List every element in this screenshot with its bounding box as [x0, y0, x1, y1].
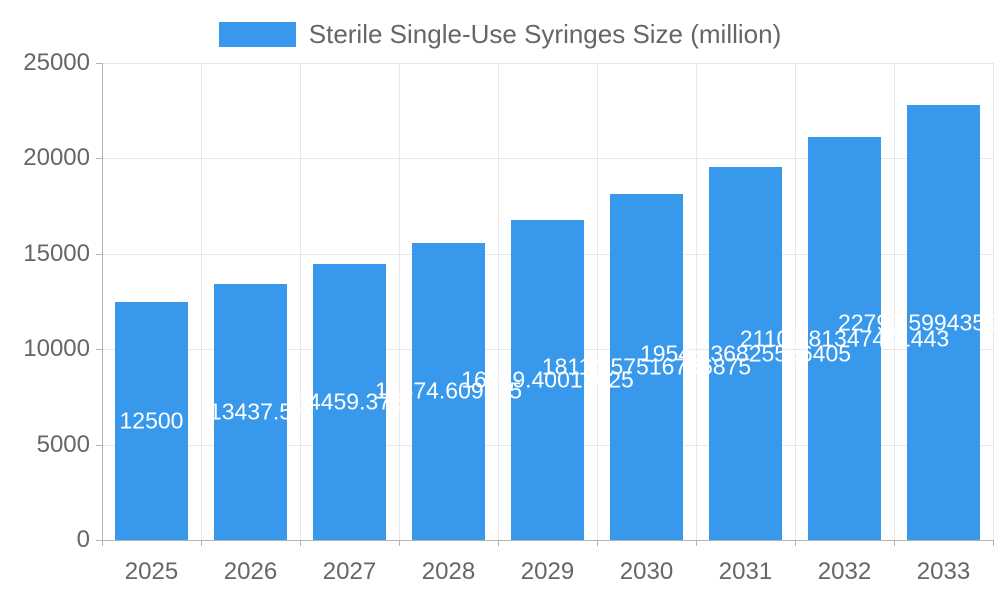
- legend-label: Sterile Single-Use Syringes Size (millio…: [308, 19, 782, 49]
- horizontal-gridline: [102, 158, 993, 160]
- bar-value-label-2029: 16779.40015625: [461, 366, 634, 393]
- x-tick-label-2025: 2025: [124, 558, 179, 585]
- y-tick-label: 0: [76, 526, 90, 553]
- y-tick-label: 5000: [36, 430, 90, 458]
- x-tick-label-2029: 2029: [520, 558, 575, 585]
- bar-value-label-2030: 18114.57516756875: [541, 353, 752, 380]
- y-axis-tick: [96, 444, 102, 446]
- x-tick-label-2030: 2030: [619, 558, 674, 585]
- y-tick-label: 10000: [23, 335, 90, 363]
- bar-2026[interactable]: [214, 283, 287, 540]
- bar-2033[interactable]: [907, 105, 980, 540]
- x-axis-tick: [597, 540, 598, 546]
- bar-2027[interactable]: [313, 264, 386, 540]
- bar-value-label-2026: 13437.5: [208, 398, 293, 425]
- vertical-gridline: [696, 63, 697, 540]
- y-axis-tick: [96, 253, 102, 255]
- x-tick-label-2033: 2033: [916, 558, 971, 585]
- bar-value-label-2025: 12500: [119, 407, 184, 434]
- x-tick-label-2032: 2032: [817, 558, 872, 585]
- x-axis-tick: [894, 540, 895, 546]
- bar-2032[interactable]: [808, 137, 881, 540]
- bar-value-label-2028: 15574.609375: [374, 377, 523, 404]
- bar-2029[interactable]: [511, 219, 584, 540]
- y-axis-tick: [96, 158, 102, 160]
- x-axis-tick: [498, 540, 499, 546]
- x-tick-label-2027: 2027: [322, 558, 377, 585]
- horizontal-gridline: [102, 63, 993, 64]
- y-axis-line: [102, 63, 103, 540]
- vertical-gridline: [300, 63, 301, 540]
- vertical-gridline: [399, 63, 400, 540]
- x-axis-tick: [300, 540, 301, 546]
- bar-value-label-2031: 19545.36825556405: [639, 340, 852, 367]
- y-tick-label: 25000: [23, 49, 90, 76]
- x-axis-tick: [201, 540, 202, 546]
- vertical-gridline: [894, 63, 895, 540]
- y-tick-label: 15000: [23, 239, 90, 267]
- x-axis-tick: [696, 540, 697, 546]
- bar-value-label-2033: 22792.59943595029: [837, 309, 1000, 336]
- vertical-gridline: [597, 63, 598, 540]
- x-tick-label-2028: 2028: [421, 558, 476, 585]
- x-axis-line: [96, 540, 993, 541]
- bar-value-label-2027: 14459.375: [295, 388, 404, 415]
- vertical-gridline: [795, 63, 796, 540]
- vertical-gridline: [993, 63, 994, 540]
- bar-2031[interactable]: [709, 167, 782, 540]
- x-axis-tick: [795, 540, 796, 546]
- vertical-gridline: [498, 63, 499, 540]
- x-tick-label-2026: 2026: [223, 558, 278, 585]
- y-axis-tick: [96, 63, 102, 64]
- legend-item[interactable]: Sterile Single-Use Syringes Size (millio…: [218, 18, 782, 50]
- legend: Sterile Single-Use Syringes Size (millio…: [0, 18, 1000, 50]
- x-axis-tick: [993, 540, 994, 546]
- x-axis-tick: [102, 540, 103, 546]
- bar-2025[interactable]: [115, 301, 188, 540]
- bar-2028[interactable]: [412, 242, 485, 540]
- bar-value-label-2032: 21108.81347401443: [739, 325, 950, 352]
- bar-2030[interactable]: [610, 194, 683, 540]
- legend-swatch: [218, 21, 296, 47]
- x-tick-label-2031: 2031: [718, 558, 773, 585]
- y-tick-label: 20000: [23, 144, 90, 172]
- y-axis-tick: [96, 349, 102, 351]
- x-axis-tick: [399, 540, 400, 546]
- vertical-gridline: [201, 63, 202, 540]
